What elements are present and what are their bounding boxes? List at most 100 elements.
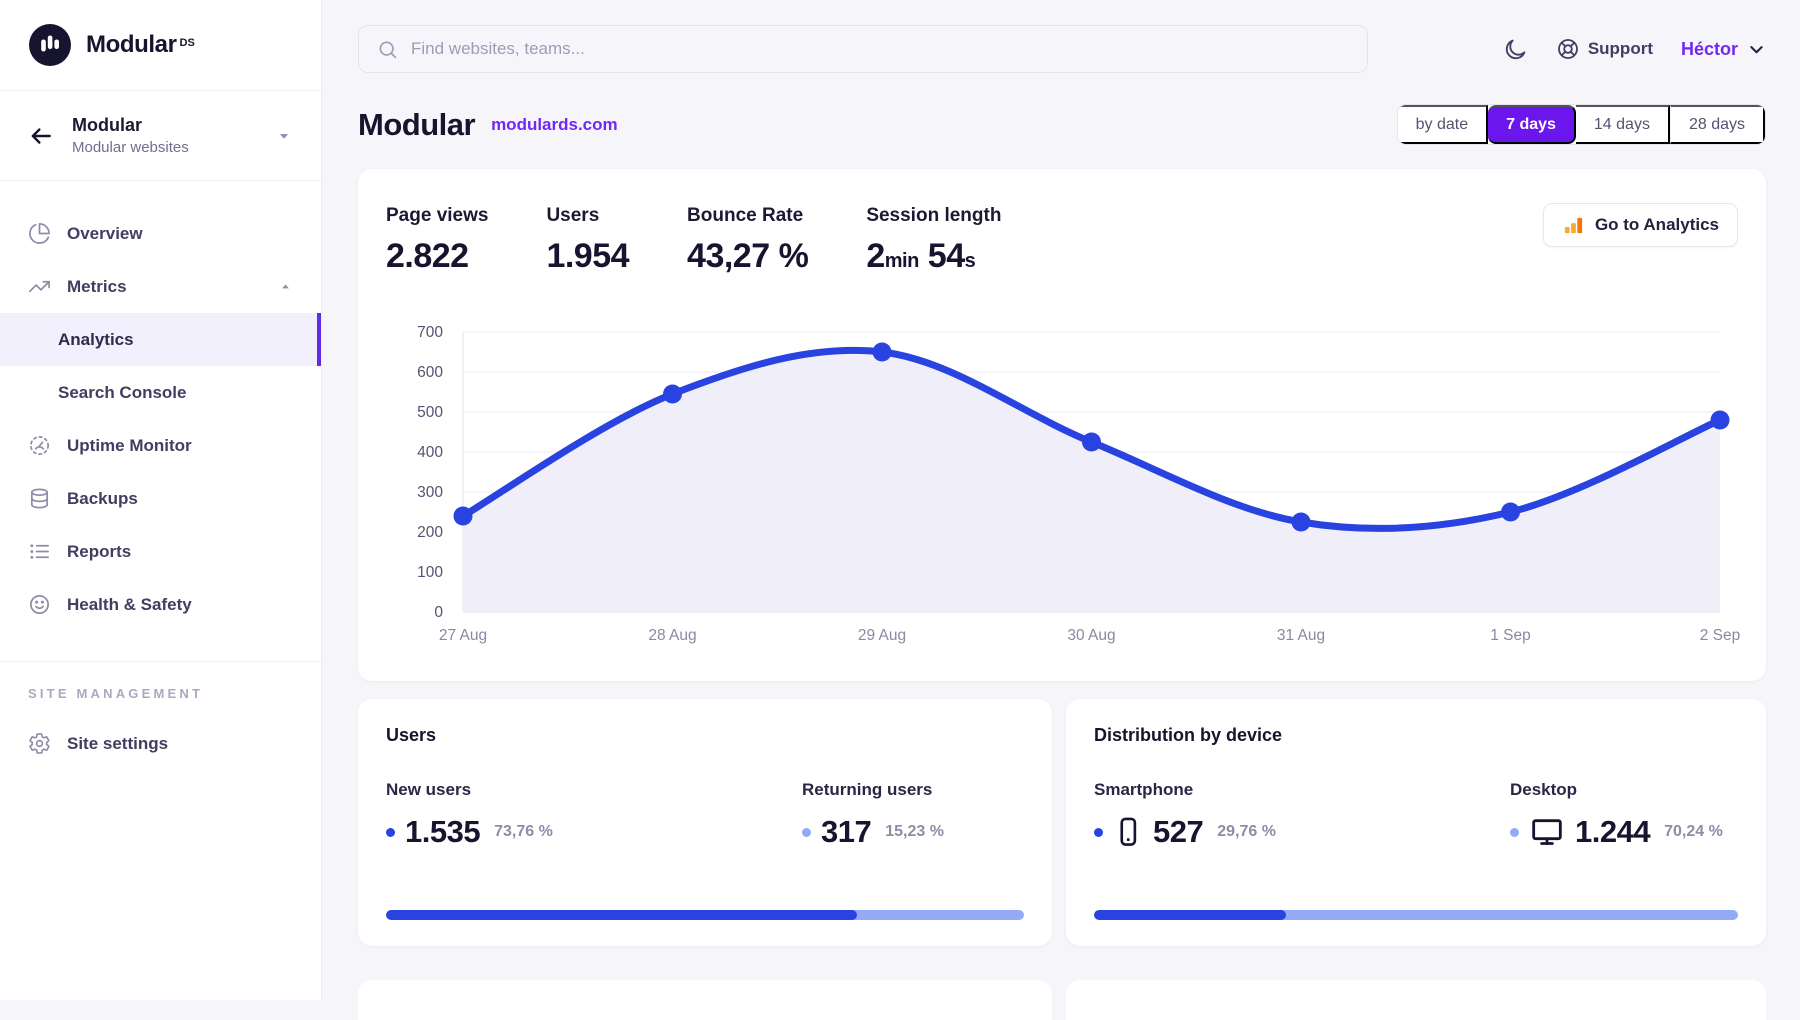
metric-label: New users — [386, 780, 472, 799]
svg-text:700: 700 — [417, 324, 443, 341]
team-name: Modular — [72, 115, 142, 135]
section-label: SITE MANAGEMENT — [28, 686, 204, 701]
go-to-analytics-button[interactable]: Go to Analytics — [1542, 203, 1738, 247]
range-14-days[interactable]: 14 days — [1575, 105, 1670, 144]
svg-text:30 Aug: 30 Aug — [1067, 627, 1115, 644]
page-header: Modular modulards.com by date 7 days 14 da… — [358, 104, 1766, 145]
legend-dot — [1510, 827, 1519, 837]
sidebar-item-site-settings[interactable]: Site settings — [0, 717, 321, 770]
range-28-days[interactable]: 28 days — [1669, 105, 1765, 144]
metric-number: 317 — [821, 814, 872, 849]
sidebar-item-reports[interactable]: Reports — [0, 525, 321, 578]
brand-logo-row[interactable]: Modular DS — [0, 0, 321, 91]
metric-number: 1.244 — [1575, 814, 1651, 849]
team-subtitle: Modular websites — [72, 139, 189, 156]
sidebar-item-overview[interactable]: Overview — [0, 207, 321, 260]
metric-label: Desktop — [1510, 780, 1578, 799]
device-progress-fill — [1094, 910, 1286, 920]
monitor-icon — [1529, 816, 1565, 848]
moon-icon — [1503, 37, 1528, 62]
db-icon — [28, 487, 51, 510]
metric-number: 1.535 — [405, 814, 481, 849]
partial-card — [358, 980, 1052, 1020]
device-card: Distribution by device Smartphone 527 29… — [1066, 699, 1766, 946]
stat-value: 2.822 — [386, 237, 488, 276]
metric-percent: 73,76 % — [494, 823, 553, 840]
pie-icon — [28, 222, 51, 245]
sidebar-item-search-console[interactable]: Search Console — [0, 366, 321, 419]
user-menu[interactable]: Héctor — [1681, 39, 1766, 60]
date-range-selector: by date 7 days 14 days 28 days — [1396, 104, 1766, 145]
device-metrics: Smartphone 527 29,76 % Desktop 1.244 70,… — [1094, 780, 1738, 850]
stat-label: Session length — [866, 205, 1002, 226]
lifebuoy-icon — [1556, 37, 1580, 61]
pageviews-line-chart[interactable]: 0 100 200 300 400 500 600 700 27 Aug 28 Aug 29 Aug… — [358, 319, 1768, 679]
device-progress-bar — [1094, 910, 1738, 920]
stat-label: Users — [546, 205, 600, 226]
metric-percent: 29,76 % — [1217, 823, 1276, 840]
team-selector[interactable]: Modular Modular websites — [0, 91, 321, 181]
go-to-analytics-label: Go to Analytics — [1594, 215, 1719, 234]
list-icon — [28, 540, 51, 563]
sidebar-nav: Overview Metrics Analytics Search Console Up… — [0, 181, 321, 631]
stat-label: Page views — [386, 205, 489, 226]
svg-text:400: 400 — [417, 444, 443, 461]
svg-text:1 Sep: 1 Sep — [1490, 627, 1531, 644]
stat-page-views: Page views 2.822 — [386, 205, 488, 276]
back-arrow-icon[interactable] — [28, 123, 54, 149]
metric-new-users: New users 1.535 73,76 % — [386, 780, 802, 850]
svg-text:200: 200 — [417, 524, 443, 541]
page-title: Modular — [358, 106, 476, 142]
modular-logo-icon — [28, 23, 72, 67]
metric-value: 527 29,76 % — [1094, 814, 1510, 850]
search-input[interactable] — [411, 39, 1349, 59]
sidebar-item-label: Search Console — [58, 382, 187, 402]
svg-text:600: 600 — [417, 364, 443, 381]
sidebar-item-uptime-monitor[interactable]: Uptime Monitor — [0, 419, 321, 472]
bottom-cards-row: Users New users 1.535 73,76 % Returning … — [358, 699, 1766, 946]
sidebar-item-label: Reports — [67, 541, 132, 561]
site-url-link[interactable]: modulards.com — [491, 114, 618, 134]
svg-text:100: 100 — [417, 564, 443, 581]
range-by-date[interactable]: by date — [1397, 105, 1489, 144]
chevron-down-icon — [1747, 40, 1766, 59]
metric-label: Returning users — [802, 780, 933, 799]
stat-value: 2min 54s — [866, 237, 1001, 276]
legend-dot — [1094, 827, 1103, 837]
sidebar-item-health-safety[interactable]: Health & Safety — [0, 578, 321, 631]
sidebar-item-label: Site settings — [67, 733, 169, 753]
stats-row: Page views 2.822 Users 1.954 Bounce Rate 4… — [358, 169, 1766, 276]
collapse-caret-icon[interactable] — [278, 279, 293, 294]
sidebar-item-metrics[interactable]: Metrics — [0, 260, 321, 313]
svg-text:29 Aug: 29 Aug — [858, 627, 906, 644]
search-icon — [377, 39, 398, 60]
svg-text:0: 0 — [434, 604, 443, 621]
search-box[interactable] — [358, 25, 1368, 73]
sidebar-item-label: Uptime Monitor — [67, 435, 192, 455]
stat-bounce-rate: Bounce Rate 43,27 % — [687, 205, 809, 276]
stat-value-part: 2 — [866, 237, 885, 275]
svg-text:31 Aug: 31 Aug — [1277, 627, 1325, 644]
sidebar-item-backups[interactable]: Backups — [0, 472, 321, 525]
stat-value-part: min — [884, 250, 920, 272]
metric-percent: 70,24 % — [1664, 823, 1723, 840]
users-metrics: New users 1.535 73,76 % Returning users … — [386, 780, 1024, 850]
users-progress-fill — [386, 910, 857, 920]
metric-desktop: Desktop 1.244 70,24 % — [1510, 780, 1723, 850]
stat-label: Bounce Rate — [687, 205, 804, 226]
svg-text:300: 300 — [417, 484, 443, 501]
range-7-days[interactable]: 7 days — [1488, 105, 1576, 144]
stat-session-length: Session length 2min 54s — [866, 205, 1001, 276]
sidebar-item-analytics[interactable]: Analytics — [0, 313, 321, 366]
metric-number: 527 — [1153, 814, 1204, 849]
metric-value: 1.535 73,76 % — [386, 814, 802, 850]
dark-mode-button[interactable] — [1503, 37, 1528, 62]
sidebar-item-label: Health & Safety — [67, 594, 192, 614]
metric-smartphone: Smartphone 527 29,76 % — [1094, 780, 1510, 850]
users-card-title: Users — [386, 725, 437, 745]
users-progress-bar — [386, 910, 1024, 920]
support-button[interactable]: Support — [1556, 37, 1653, 61]
chevron-down-icon[interactable] — [275, 127, 293, 145]
stat-users: Users 1.954 — [546, 205, 629, 276]
